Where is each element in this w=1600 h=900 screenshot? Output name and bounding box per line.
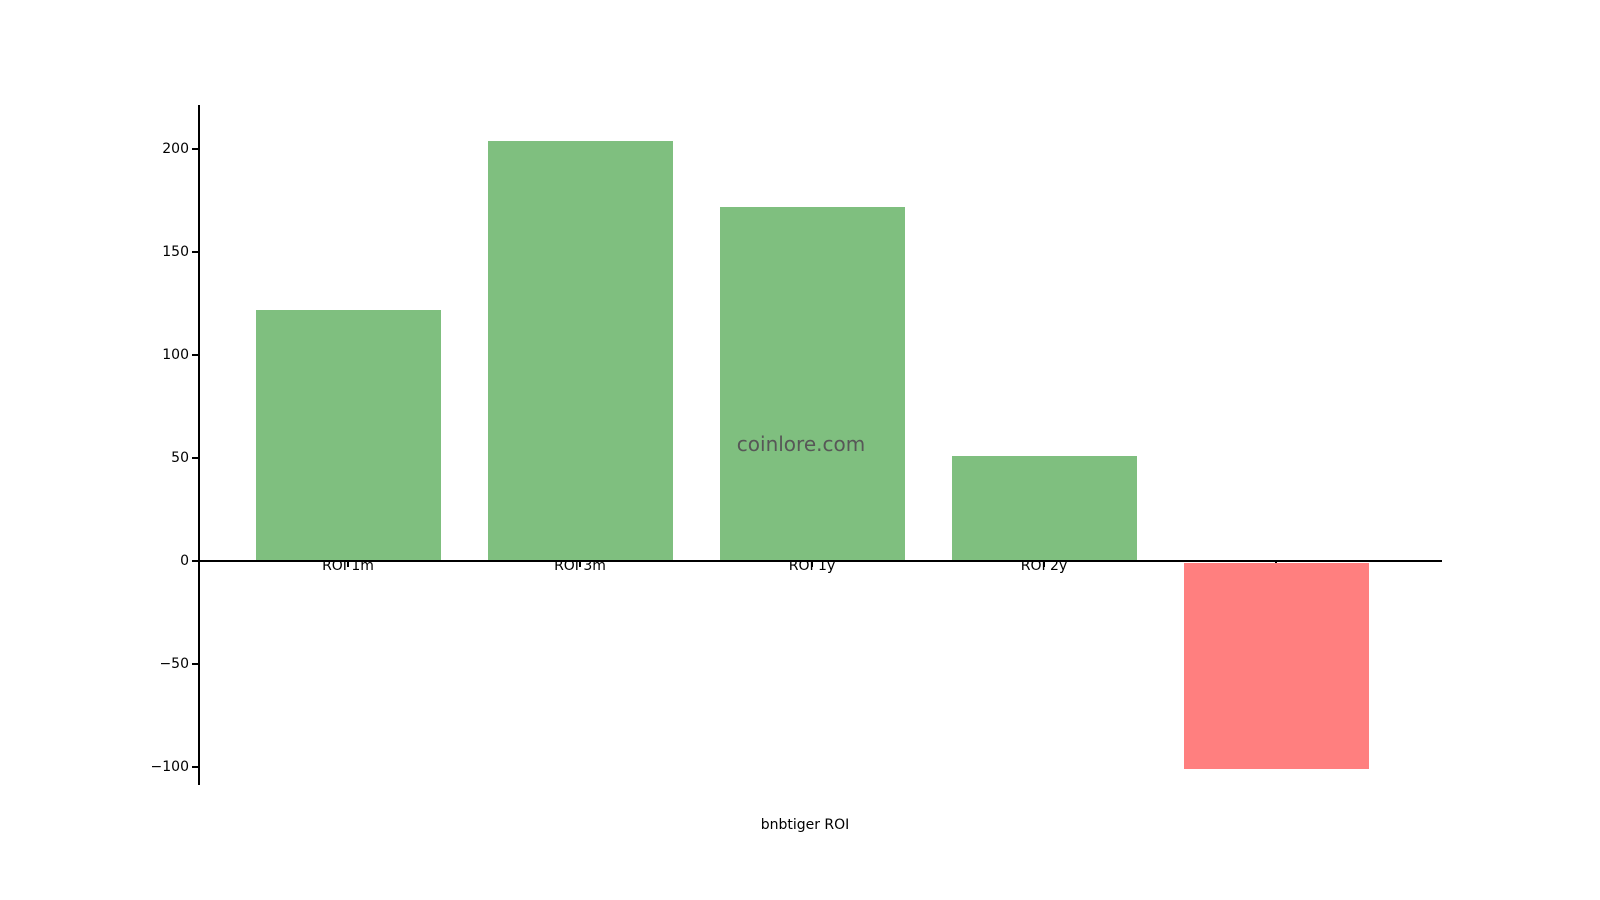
x-axis-zero-line (198, 560, 1442, 562)
y-tick (192, 766, 198, 768)
bar-roi-3m (487, 140, 673, 561)
bar-roi-1y (719, 206, 905, 561)
y-tick-label: 150 (162, 244, 189, 260)
x-tick-label: ROI 2y (1020, 558, 1068, 574)
y-tick-label: 100 (162, 347, 189, 363)
watermark: coinlore.com (736, 432, 866, 456)
y-tick-label: −50 (159, 656, 189, 672)
x-tick (811, 561, 813, 567)
x-tick (1043, 561, 1045, 567)
x-tick (347, 561, 349, 567)
y-tick-label: 50 (171, 450, 189, 466)
bar-4 (1183, 562, 1369, 769)
y-tick (192, 354, 198, 356)
bar-roi-1m (255, 309, 441, 561)
x-tick-label: ROI 1m (322, 558, 374, 574)
bar-roi-2y (951, 455, 1137, 561)
chart-xlabel: bnbtiger ROI (760, 817, 850, 833)
y-axis-line (198, 105, 200, 785)
x-tick-label: ROI 3m (554, 558, 606, 574)
y-tick-label: 200 (162, 141, 189, 157)
y-tick (192, 663, 198, 665)
y-tick-label: 0 (180, 553, 189, 569)
y-tick (192, 560, 198, 562)
y-tick-label: −100 (150, 759, 189, 775)
y-tick (192, 148, 198, 150)
x-tick-label: ROI 1y (788, 558, 836, 574)
y-tick (192, 251, 198, 253)
x-tick (579, 561, 581, 567)
y-tick (192, 457, 198, 459)
